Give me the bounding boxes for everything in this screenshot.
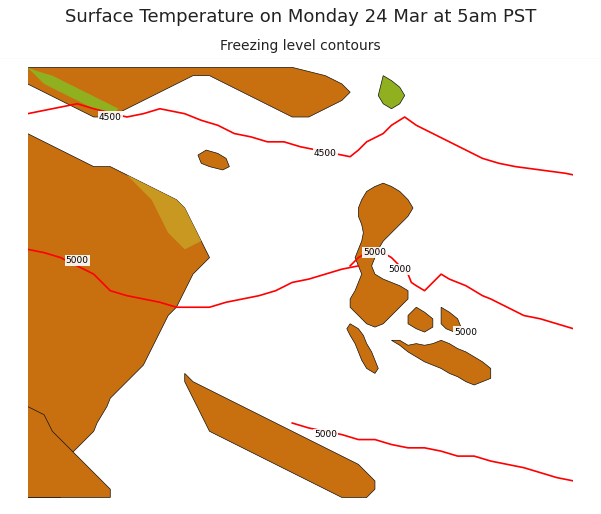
Text: 4500: 4500 <box>314 149 337 158</box>
Polygon shape <box>28 67 118 117</box>
Polygon shape <box>28 67 350 117</box>
Text: Surface Temperature on Monday 24 Mar at 5am PST: Surface Temperature on Monday 24 Mar at … <box>65 8 536 26</box>
Polygon shape <box>185 373 375 498</box>
Polygon shape <box>378 76 404 109</box>
Polygon shape <box>28 407 110 498</box>
Text: 5000: 5000 <box>364 248 386 257</box>
Text: 5000: 5000 <box>314 430 337 439</box>
Text: 4500: 4500 <box>99 113 122 121</box>
Polygon shape <box>28 67 210 498</box>
Text: 5000: 5000 <box>454 327 477 337</box>
Polygon shape <box>110 167 201 249</box>
Text: Freezing level contours: Freezing level contours <box>220 39 381 53</box>
Polygon shape <box>408 307 433 332</box>
Polygon shape <box>350 183 413 327</box>
Text: 5000: 5000 <box>388 265 411 273</box>
Text: 5000: 5000 <box>66 256 89 265</box>
Polygon shape <box>391 340 491 385</box>
Polygon shape <box>347 324 378 373</box>
Polygon shape <box>198 150 230 170</box>
Polygon shape <box>441 307 461 332</box>
